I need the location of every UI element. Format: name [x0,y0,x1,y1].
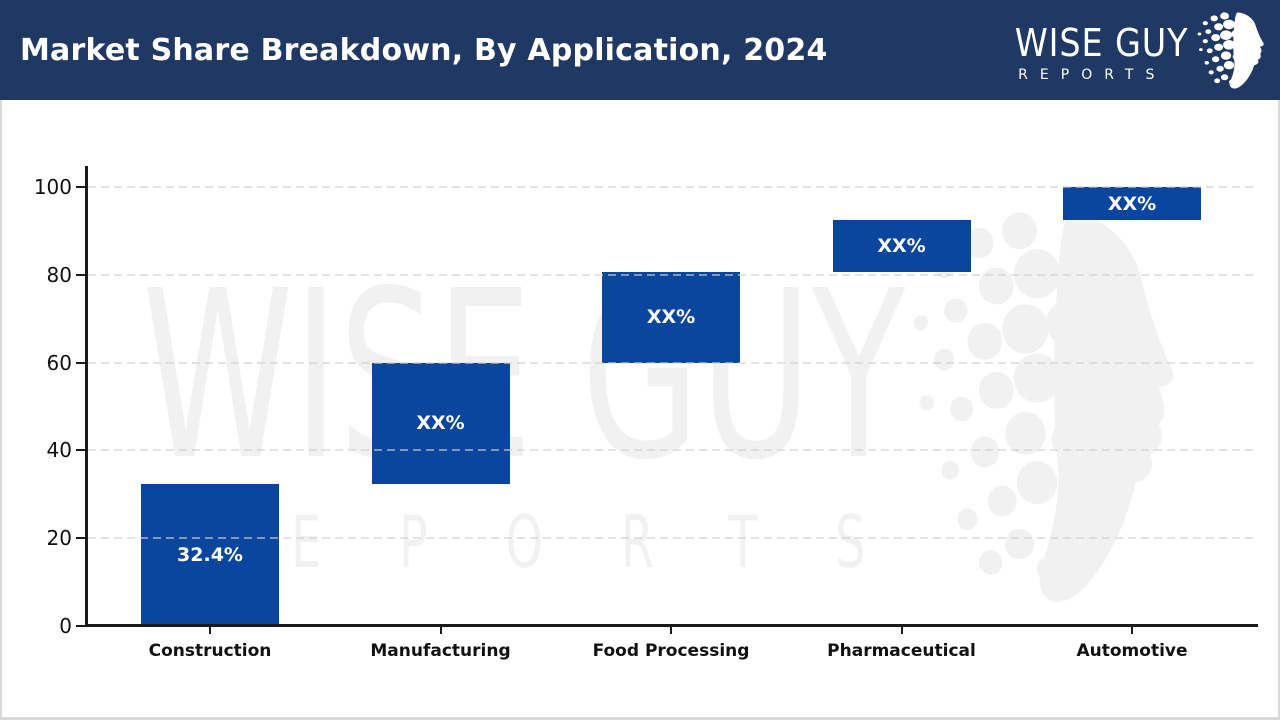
brand-subtitle: REPORTS [1018,67,1167,83]
y-tick-mark [76,361,85,364]
y-tick-label: 60 [46,350,72,375]
header-bar: Market Share Breakdown, By Application, … [0,0,1280,100]
bar-value-label: XX% [646,306,696,329]
y-tick-label: 0 [59,614,72,638]
grid-line [88,186,1256,188]
wiseguy-face-icon [1197,12,1264,89]
y-tick-label: 20 [46,526,72,551]
x-tick-mark [670,627,672,634]
bar-construction [141,483,279,626]
y-tick-label: 40 [46,438,72,463]
bar-value-label: 32.4% [177,543,243,566]
x-category-label: Manufacturing [370,641,511,661]
bar-value-label: XX% [877,235,926,258]
x-tick-mark [439,627,442,634]
page-title: Market Share Breakdown, By Application, … [20,32,828,68]
bar-value-label: XX% [416,412,465,435]
page-border-bottom [0,717,1280,720]
watermark-brand-name: WISE GUY [142,241,906,511]
x-category-label: Construction [148,641,272,661]
chart-area: WISE GUY REPORTS 0 20 40 60 80 100 32.4% Constr… [0,100,1280,720]
face-dots [1197,12,1243,85]
x-tick-mark [209,627,211,634]
bar-value-label: XX% [1107,192,1157,215]
page-border-right [1278,100,1280,720]
y-tick-mark [76,186,85,188]
y-tick-mark [76,537,85,540]
y-tick-label: 80 [46,262,72,287]
y-axis-line [85,166,88,627]
x-tick-mark [1131,627,1133,634]
grid-line [88,273,1256,276]
y-tick-mark [76,449,85,452]
x-category-label: Food Processing [592,641,750,661]
brand-name: WISE GUY [1014,21,1188,65]
brand-logo: WISE GUY REPORTS [991,10,1266,94]
page-border-left [0,100,2,720]
x-axis-line [85,624,1258,627]
x-tick-mark [900,627,903,634]
bar-food-processing [602,272,740,363]
y-tick-mark [76,273,85,276]
grid-line [88,361,1256,364]
x-category-label: Automotive [1076,641,1188,661]
grid-line [88,449,1256,452]
y-tick-mark [76,625,85,627]
y-tick-label: 100 [33,175,72,199]
grid-line [88,537,1256,540]
brand-logo-text: WISE GUY REPORTS [991,21,1188,83]
x-category-label: Pharmaceutical [827,641,976,661]
bar-manufacturing [371,362,510,484]
